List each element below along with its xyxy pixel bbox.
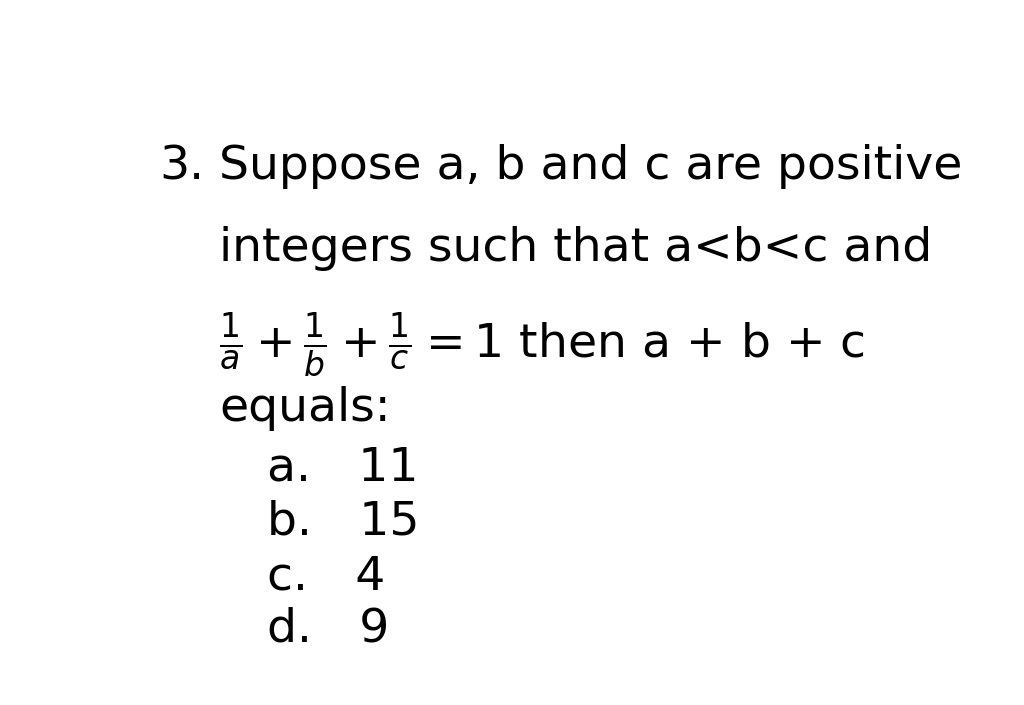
Text: b. 15: b. 15	[267, 500, 420, 545]
Text: integers such that a<b<c and: integers such that a<b<c and	[219, 226, 933, 271]
Text: d. 9: d. 9	[267, 607, 389, 652]
Text: $\frac{1}{a}+\frac{1}{b}+\frac{1}{c}=1$ then a + b + c: $\frac{1}{a}+\frac{1}{b}+\frac{1}{c}=1$ …	[219, 310, 865, 379]
Text: a. 11: a. 11	[267, 446, 419, 491]
Text: equals:: equals:	[219, 386, 391, 431]
Text: c. 4: c. 4	[267, 554, 385, 599]
Text: Suppose a, b and c are positive: Suppose a, b and c are positive	[219, 145, 963, 190]
Text: 3.: 3.	[160, 145, 205, 190]
